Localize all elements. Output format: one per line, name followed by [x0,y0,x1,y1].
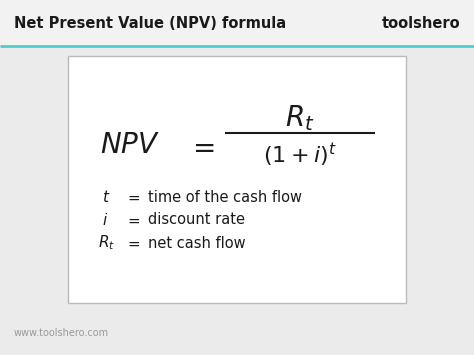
Text: $t$: $t$ [102,189,110,205]
Text: time of the cash flow: time of the cash flow [148,190,302,204]
Text: discount rate: discount rate [148,213,245,228]
Text: $\mathbf{\mathit{NPV}}$: $\mathbf{\mathit{NPV}}$ [100,131,160,159]
Text: Net Present Value (NPV) formula: Net Present Value (NPV) formula [14,16,286,31]
Text: www.toolshero.com: www.toolshero.com [14,328,109,338]
Text: toolshero: toolshero [382,16,460,31]
Text: $=$: $=$ [125,235,141,251]
Text: net cash flow: net cash flow [148,235,246,251]
Text: $R_t$: $R_t$ [98,234,115,252]
Text: $=$: $=$ [125,190,141,204]
Text: $=$: $=$ [187,133,215,161]
Bar [0,0,474,45]
Text: $R_t$: $R_t$ [285,103,315,133]
Text: $i$: $i$ [102,212,108,228]
Text: $( 1 + i )^t$: $( 1 + i )^t$ [263,141,337,169]
FancyBboxPatch shape [68,56,406,303]
Text: $=$: $=$ [125,213,141,228]
